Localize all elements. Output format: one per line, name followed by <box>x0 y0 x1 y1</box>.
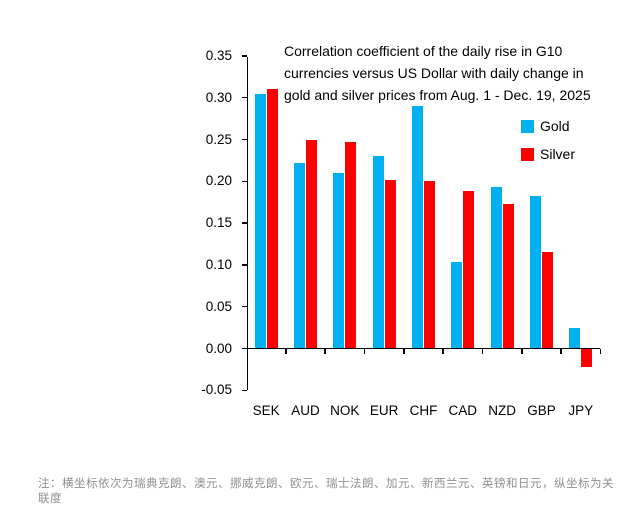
x-category-label-gbp: GBP <box>527 403 556 418</box>
x-axis-tick <box>363 348 366 354</box>
y-tick-label: 0.35 <box>205 47 232 63</box>
y-tick-label: 0.10 <box>205 256 232 272</box>
bar-silver-nzd <box>502 203 514 349</box>
x-axis-tick <box>324 348 326 354</box>
x-axis-tick <box>560 348 562 354</box>
x-category-label-chf: CHF <box>409 403 438 418</box>
y-axis-tick <box>241 264 247 266</box>
x-axis-tick <box>403 348 405 354</box>
chart-title-line-2: currencies versus US Dollar with daily c… <box>284 65 584 81</box>
bar-silver-nok <box>345 142 357 349</box>
bar-gold-sek <box>254 93 266 349</box>
y-axis-tick <box>241 55 247 57</box>
y-tick-label: 0.05 <box>205 298 232 314</box>
bar-gold-chf <box>411 106 423 349</box>
y-tick-label: 0.30 <box>205 89 232 105</box>
y-axis-tick <box>241 305 247 308</box>
chart-title-line-3: gold and silver prices from Aug. 1 - Dec… <box>284 87 591 103</box>
footnote: 注：横坐标依次为瑞典克朗、澳元、挪威克朗、欧元、瑞士法朗、加元、新西兰元、英镑和… <box>38 478 614 505</box>
x-axis-tick <box>521 348 523 354</box>
y-tick-label: -0.05 <box>201 382 232 398</box>
y-axis-tick <box>241 138 247 141</box>
bar-silver-gbp <box>541 251 553 349</box>
x-category-label-aud: AUD <box>291 403 320 418</box>
legend-item-silver: Silver <box>521 146 575 162</box>
legend-label-gold: Gold <box>540 118 570 134</box>
x-axis-tick <box>285 348 287 354</box>
y-tick-label: 0.20 <box>205 173 232 189</box>
y-axis-tick <box>241 96 247 99</box>
y-axis-tick <box>241 222 247 224</box>
bar-silver-sek <box>266 88 278 349</box>
bar-gold-gbp <box>529 196 541 349</box>
y-tick-label: 0.00 <box>205 340 232 356</box>
y-axis-tick <box>241 389 247 392</box>
bar-gold-jpy <box>569 327 581 349</box>
legend-item-gold: Gold <box>521 118 570 134</box>
silver-series-swatch-icon <box>521 147 534 161</box>
bar-silver-jpy <box>581 348 593 367</box>
x-category-label-nzd: NZD <box>488 403 517 418</box>
x-category-label-cad: CAD <box>448 403 478 418</box>
y-axis-line <box>246 57 248 390</box>
y-axis-tick <box>241 180 247 183</box>
y-tick-label: 0.25 <box>205 131 232 147</box>
bar-silver-cad <box>463 191 475 349</box>
bar-silver-chf <box>423 181 435 349</box>
x-category-label-nok: NOK <box>330 403 360 418</box>
gold-series-swatch-icon <box>521 119 534 133</box>
bar-silver-aud <box>305 140 317 349</box>
bar-silver-eur <box>384 179 396 349</box>
chart-title-line-1: Correlation coefficient of the daily ris… <box>284 43 563 59</box>
bar-gold-cad <box>451 261 463 349</box>
bar-gold-aud <box>293 162 305 349</box>
x-category-label-eur: EUR <box>369 403 399 418</box>
x-category-label-jpy: JPY <box>568 403 594 418</box>
x-axis-tick <box>599 348 602 354</box>
y-axis-tick <box>241 347 247 350</box>
bar-gold-nok <box>333 172 345 349</box>
bar-gold-nzd <box>490 187 502 349</box>
y-tick-label: 0.15 <box>205 215 232 231</box>
x-category-label-sek: SEK <box>252 403 280 418</box>
x-axis-tick <box>442 348 444 354</box>
chart-title: Correlation coefficient of the daily ris… <box>284 40 636 106</box>
x-axis-tick <box>481 348 484 354</box>
legend-label-silver: Silver <box>540 146 576 162</box>
x-axis-line <box>246 347 601 350</box>
bar-gold-eur <box>372 156 384 349</box>
